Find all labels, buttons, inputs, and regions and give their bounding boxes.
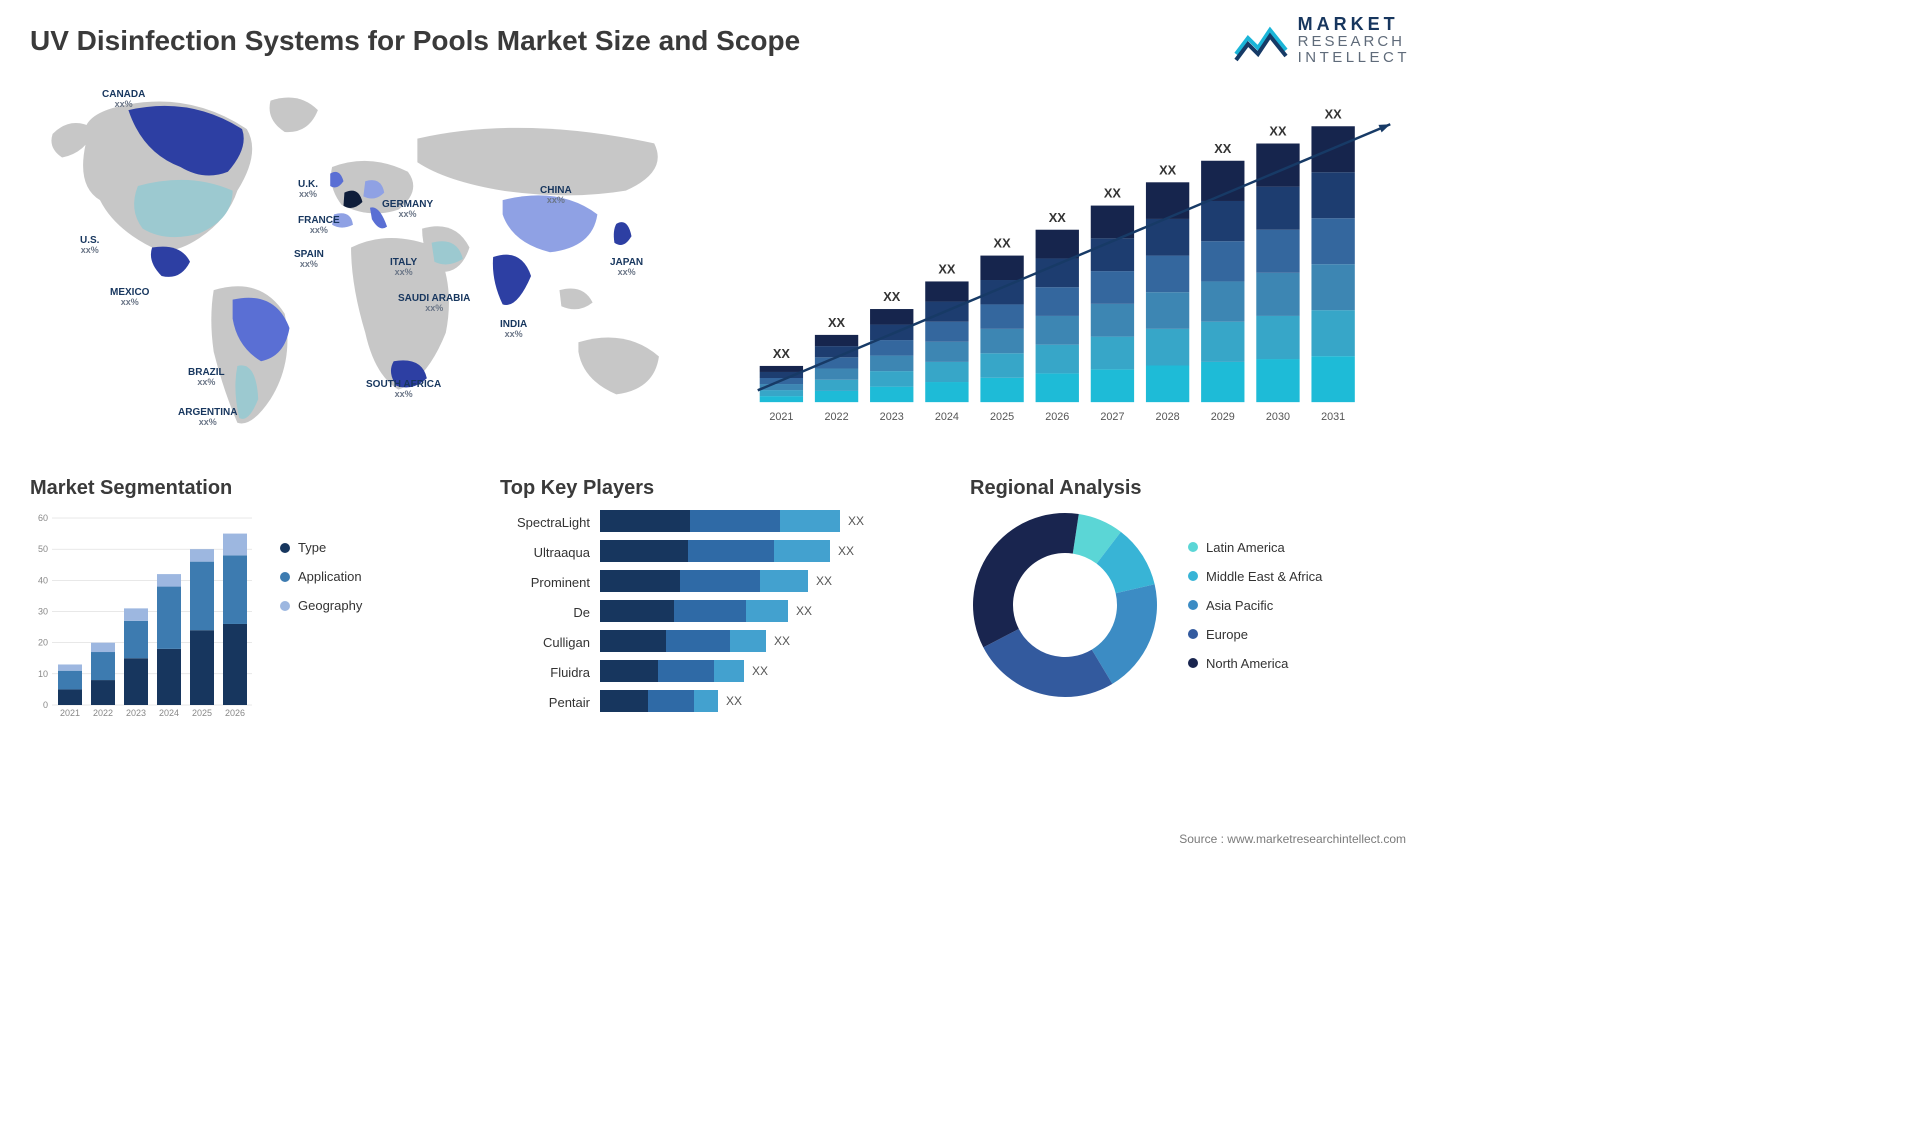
svg-text:2024: 2024 [159,708,179,718]
brand-logo: MARKET RESEARCH INTELLECT [1234,15,1410,65]
svg-text:2026: 2026 [1045,411,1069,423]
logo-line1: MARKET [1298,15,1410,34]
player-bar-row: XX [600,660,940,682]
map-label: ITALYxx% [390,257,417,278]
growth-chart: XX 2021 XX 2022 XX 2023 XX 2024 XX 2025 XX 2026 XX 20… [740,77,1410,432]
svg-text:2029: 2029 [1211,411,1235,423]
svg-text:0: 0 [43,700,48,710]
map-label: ARGENTINAxx% [178,407,237,428]
svg-text:30: 30 [38,607,48,617]
map-label: SPAINxx% [294,249,324,270]
map-label: SAUDI ARABIAxx% [398,293,470,314]
svg-text:50: 50 [38,544,48,554]
legend-item: Geography [280,598,362,613]
player-bar-row: XX [600,600,940,622]
logo-text: MARKET RESEARCH INTELLECT [1298,15,1410,65]
player-label: Fluidra [500,662,590,684]
svg-text:2025: 2025 [990,411,1014,423]
growth-chart-panel: XX 2021 XX 2022 XX 2023 XX 2024 XX 2025 XX 2026 XX 20… [740,77,1410,457]
regional-panel: Regional Analysis Latin America Middle Ea… [970,477,1410,737]
player-label: Culligan [500,632,590,654]
logo-icon [1234,16,1288,64]
player-bar-row: XX [600,630,940,652]
legend-item: Application [280,569,362,584]
map-label: FRANCExx% [298,215,340,236]
map-label: SOUTH AFRICAxx% [366,379,441,400]
svg-text:2022: 2022 [93,708,113,718]
player-bar-row: XX [600,690,940,712]
map-label: U.S.xx% [80,235,99,256]
svg-text:60: 60 [38,513,48,523]
svg-text:XX: XX [1214,141,1232,156]
players-panel: Top Key Players SpectraLight Ultraaqua Pro… [500,477,940,737]
players-labels: SpectraLight Ultraaqua Prominent De Culligan… [500,512,590,714]
player-label: Pentair [500,692,590,714]
page-title: UV Disinfection Systems for Pools Market… [30,25,1410,57]
segmentation-title: Market Segmentation [30,477,470,500]
svg-text:2021: 2021 [769,411,793,423]
svg-text:XX: XX [938,262,956,277]
svg-text:XX: XX [828,315,846,330]
map-label: MEXICOxx% [110,287,149,308]
svg-text:2030: 2030 [1266,411,1290,423]
map-label: U.K.xx% [298,179,318,200]
world-map-panel: CANADAxx% U.S.xx% MEXICOxx% BRAZILxx% ARGENT… [30,77,710,457]
logo-line2: RESEARCH [1298,34,1410,50]
player-label: Prominent [500,572,590,594]
svg-text:20: 20 [38,638,48,648]
svg-text:XX: XX [1269,124,1287,139]
segmentation-chart: 0 10 20 30 40 50 60 2021 2022 2023 2024 2025 2026 [30,510,260,720]
players-bars: XX XX XX XX XX XX XX [600,510,940,714]
player-bar-row: XX [600,540,940,562]
player-bar-row: XX [600,570,940,592]
svg-text:XX: XX [773,346,791,361]
legend-item: Middle East & Africa [1188,569,1322,584]
svg-text:2025: 2025 [192,708,212,718]
svg-text:2031: 2031 [1321,411,1345,423]
svg-text:XX: XX [1049,210,1067,225]
svg-text:XX: XX [1159,162,1177,177]
player-label: De [500,602,590,624]
legend-item: Type [280,540,362,555]
regional-title: Regional Analysis [970,477,1410,500]
svg-text:40: 40 [38,575,48,585]
svg-text:XX: XX [1325,106,1343,121]
svg-text:2022: 2022 [825,411,849,423]
map-label: CHINAxx% [540,185,572,206]
svg-text:10: 10 [38,669,48,679]
player-label: SpectraLight [500,512,590,534]
legend-item: Latin America [1188,540,1322,555]
map-label: GERMANYxx% [382,199,433,220]
legend-item: Asia Pacific [1188,598,1322,613]
svg-text:2023: 2023 [126,708,146,718]
players-title: Top Key Players [500,477,940,500]
map-label: BRAZILxx% [188,367,225,388]
svg-text:2027: 2027 [1100,411,1124,423]
segmentation-panel: Market Segmentation 0 10 20 30 40 50 60 2021 202… [30,477,470,737]
svg-text:XX: XX [1104,186,1122,201]
svg-text:2021: 2021 [60,708,80,718]
segmentation-legend: Type Application Geography [280,540,362,720]
legend-item: North America [1188,656,1322,671]
regional-donut [970,510,1160,700]
player-label: Ultraaqua [500,542,590,564]
source-attribution: Source : www.marketresearchintellect.com [1179,832,1406,846]
map-label: CANADAxx% [102,89,145,110]
svg-text:2028: 2028 [1156,411,1180,423]
svg-text:2024: 2024 [935,411,959,423]
svg-text:XX: XX [994,236,1012,251]
svg-text:XX: XX [883,289,901,304]
svg-text:2023: 2023 [880,411,904,423]
player-bar-row: XX [600,510,940,532]
svg-text:2026: 2026 [225,708,245,718]
legend-item: Europe [1188,627,1322,642]
map-label: INDIAxx% [500,319,527,340]
regional-legend: Latin America Middle East & Africa Asia Pa… [1188,540,1322,671]
map-label: JAPANxx% [610,257,643,278]
logo-line3: INTELLECT [1298,50,1410,66]
